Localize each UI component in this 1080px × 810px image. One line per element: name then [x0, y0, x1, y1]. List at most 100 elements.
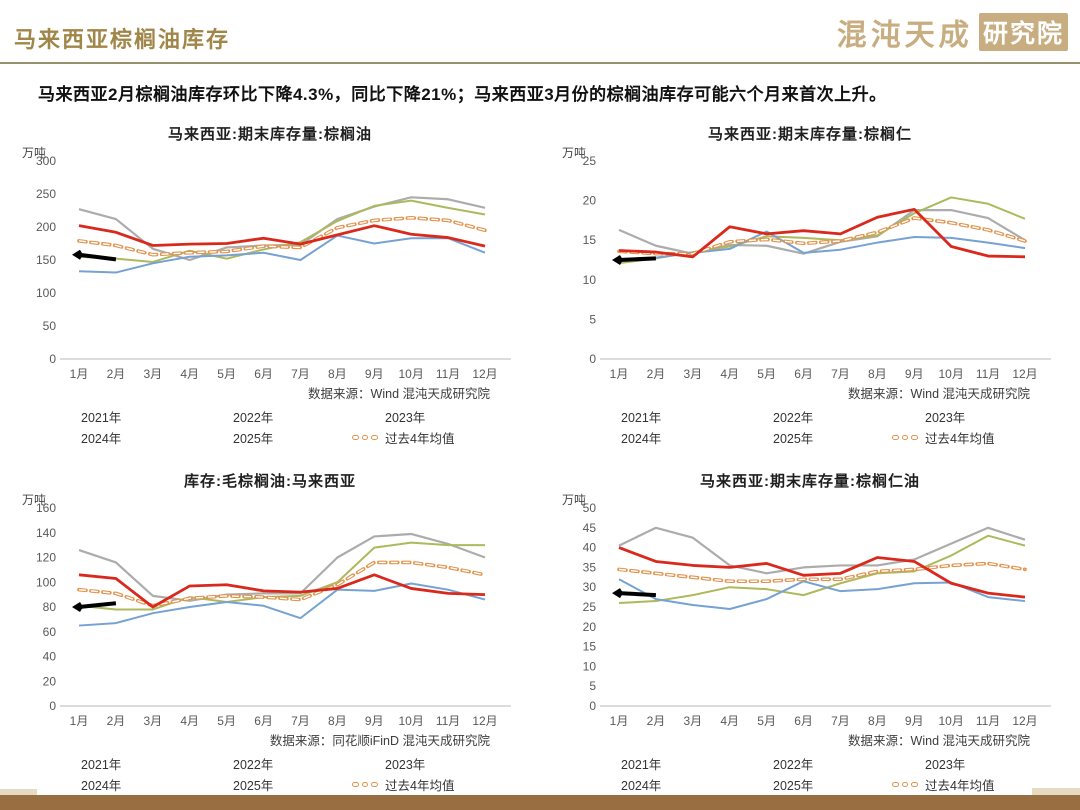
y-tick-label: 35: [582, 560, 596, 574]
series-2024年-line: [78, 224, 485, 248]
legend-item-过去4年均值: 过去4年均值: [352, 427, 504, 448]
x-tick-label: 10月: [938, 367, 963, 381]
series-2025年-line: [618, 591, 656, 598]
legend-item-2025年: 2025年: [200, 774, 352, 795]
chart-legend: 2021年 2022年 2023年 2024年 2025年 过去4年均值: [540, 406, 1080, 448]
x-tick-label: 4月: [180, 367, 199, 381]
y-tick-label: 15: [582, 640, 596, 654]
legend-item-2021年: 2021年: [588, 753, 740, 774]
chart-title: 马来西亚:期末库存量:棕榈仁: [708, 126, 912, 143]
x-tick-label: 12月: [472, 367, 497, 381]
y-tick-label: 150: [35, 253, 55, 267]
x-tick-label: 1月: [609, 714, 628, 728]
series-2025年-line: [78, 601, 116, 609]
legend-label: 2023年: [925, 411, 966, 425]
x-tick-label: 11月: [975, 367, 999, 381]
chart-card-palm-kernel: 马来西亚:期末库存量:棕榈仁 万吨 0 5 10 15 20 25 1月 2月 3月 4月 5月 6月 7…: [540, 111, 1080, 458]
x-tick-label: 7月: [831, 714, 850, 728]
y-tick-label: 80: [42, 600, 56, 614]
legend-dash: [911, 435, 919, 440]
company-logo: 混沌天成 研究院: [836, 10, 1068, 54]
y-tick-label: 25: [582, 600, 596, 614]
legend-item-2021年: 2021年: [588, 406, 740, 427]
charts-grid: 马来西亚:期末库存量:棕榈油 万吨 0 50 100 150 200 250 300 1月 2月 3…: [0, 111, 1080, 798]
y-tick-label: 50: [42, 319, 56, 333]
series-2021年-line: [78, 234, 485, 274]
x-tick-label: 5月: [757, 714, 776, 728]
x-tick-label: 2月: [646, 714, 665, 728]
legend-item-2024年: 2024年: [588, 774, 740, 795]
x-tick-label: 3月: [683, 367, 702, 381]
y-axis-unit-label: 万吨: [562, 493, 586, 507]
series-mean-line-core: [78, 561, 485, 607]
y-tick-label: 25: [582, 154, 596, 168]
x-tick-label: 9月: [364, 367, 383, 381]
y-tick-label: 0: [589, 699, 596, 713]
y-tick-label: 100: [35, 575, 55, 589]
x-tick-label: 6月: [794, 367, 813, 381]
legend-label: 2022年: [233, 758, 274, 772]
legend-dash: [901, 782, 909, 787]
x-tick-label: 10月: [398, 714, 423, 728]
legend-swatch: [352, 435, 379, 440]
legend-item-2023年: 2023年: [352, 406, 504, 427]
y-tick-label: 120: [35, 551, 55, 565]
y-tick-label: 200: [35, 220, 55, 234]
line-chart-palm-oil: 万吨 0 50 100 150 200 250 300 1月 2月 3月 4月 5月 6月 7月 8月 9月 10…: [22, 146, 511, 381]
legend-label: 2025年: [233, 432, 274, 446]
x-tick-label: 10月: [938, 714, 963, 728]
legend-dash: [901, 435, 909, 440]
x-tick-label: 8月: [868, 367, 887, 381]
y-tick-label: 0: [49, 699, 56, 713]
x-tick-label: 7月: [831, 367, 850, 381]
series-2022年-line: [78, 541, 485, 611]
y-axis-unit-label: 万吨: [22, 146, 46, 160]
series-2024年-line: [618, 546, 1025, 599]
series-2025-start-marker: [611, 255, 623, 265]
y-tick-label: 30: [582, 580, 596, 594]
y-tick-label: 100: [35, 286, 55, 300]
legend-item-2024年: 2024年: [48, 774, 200, 795]
legend-label: 2024年: [621, 432, 662, 446]
series-2021年-line: [618, 578, 1025, 610]
y-tick-label: 140: [35, 526, 55, 540]
x-tick-label: 5月: [217, 367, 236, 381]
legend-label: 2025年: [773, 432, 814, 446]
x-tick-label: 6月: [254, 714, 273, 728]
bottom-right-tab: [1032, 788, 1080, 795]
x-tick-label: 8月: [328, 367, 347, 381]
legend-label: 过去4年均值: [385, 779, 455, 793]
x-tick-label: 8月: [868, 714, 887, 728]
legend-dash: [361, 782, 369, 787]
series-2025年-line: [618, 256, 656, 262]
y-tick-label: 300: [35, 154, 55, 168]
series-2025-start-marker: [71, 602, 83, 612]
legend-dash: [361, 435, 369, 440]
legend-label: 2025年: [233, 779, 274, 793]
legend-item-2023年: 2023年: [892, 753, 1044, 774]
legend-dash: [352, 782, 359, 787]
data-source: 数据来源：Wind 混沌天成研究院: [848, 387, 1030, 401]
y-tick-label: 20: [582, 620, 596, 634]
legend-item-过去4年均值: 过去4年均值: [892, 427, 1044, 448]
y-tick-label: 10: [582, 659, 596, 673]
legend-item-过去4年均值: 过去4年均值: [352, 774, 504, 795]
y-tick-label: 0: [589, 352, 596, 366]
chart-legend: 2021年 2022年 2023年 2024年 2025年 过去4年均值: [0, 753, 540, 795]
x-tick-label: 4月: [180, 714, 199, 728]
legend-label: 2023年: [385, 411, 426, 425]
series-mean-line-core: [618, 562, 1025, 582]
chart-legend: 2021年 2022年 2023年 2024年 2025年 过去4年均值: [0, 406, 540, 448]
legend-dash: [371, 435, 379, 440]
x-tick-label: 11月: [435, 367, 459, 381]
y-tick-label: 20: [42, 674, 56, 688]
x-tick-label: 7月: [291, 714, 310, 728]
y-tick-label: 20: [582, 194, 596, 208]
y-tick-label: 40: [582, 541, 596, 555]
series-2024年-line: [78, 573, 485, 609]
legend-item-2024年: 2024年: [48, 427, 200, 448]
legend-item-2022年: 2022年: [740, 406, 892, 427]
series-2022年-line: [618, 534, 1025, 605]
x-tick-label: 6月: [254, 367, 273, 381]
legend-dash: [892, 782, 899, 787]
